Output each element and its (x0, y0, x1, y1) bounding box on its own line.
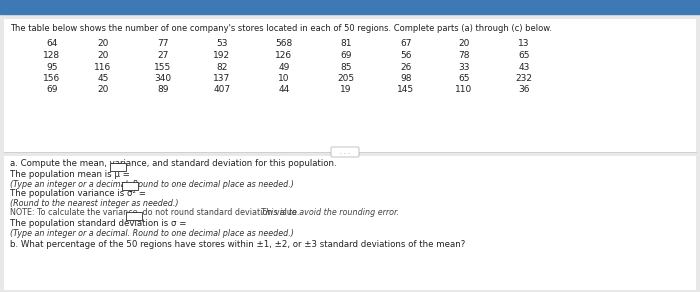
Text: The population standard deviation is σ =: The population standard deviation is σ = (10, 219, 186, 228)
Text: The table below shows the number of one company's stores located in each of 50 r: The table below shows the number of one … (10, 24, 552, 33)
FancyBboxPatch shape (331, 147, 359, 157)
Text: 69: 69 (46, 85, 57, 94)
Bar (0, 0, 700, 14)
Text: 89: 89 (158, 85, 169, 94)
Text: 13: 13 (518, 39, 530, 48)
Text: 192: 192 (214, 51, 230, 60)
Text: 110: 110 (456, 85, 472, 94)
Text: 19: 19 (340, 85, 351, 94)
Text: 53: 53 (216, 39, 228, 48)
Text: NOTE: To calculate the variance, do not round standard deviation value.: NOTE: To calculate the variance, do not … (10, 208, 302, 217)
Text: 78: 78 (458, 51, 470, 60)
Text: The population mean is μ =: The population mean is μ = (10, 170, 130, 179)
Text: 36: 36 (518, 85, 530, 94)
Text: 45: 45 (97, 74, 108, 83)
Text: 33: 33 (458, 63, 470, 72)
Text: 85: 85 (340, 63, 351, 72)
Text: 26: 26 (400, 63, 412, 72)
Text: (Type an integer or a decimal. Round to one decimal place as needed.): (Type an integer or a decimal. Round to … (10, 229, 294, 238)
Text: (Type an integer or a decimal. Round to one decimal place as needed.): (Type an integer or a decimal. Round to … (10, 180, 294, 189)
Text: b. What percentage of the 50 regions have stores within ±1, ±2, or ±3 standard d: b. What percentage of the 50 regions hav… (10, 240, 466, 249)
Text: (Round to the nearest integer as needed.): (Round to the nearest integer as needed.… (10, 199, 178, 208)
Text: 145: 145 (398, 85, 414, 94)
Bar (4, 156, 696, 290)
Text: 568: 568 (275, 39, 293, 48)
Bar (4, 19, 696, 152)
Text: 56: 56 (400, 51, 412, 60)
Text: 95: 95 (46, 63, 57, 72)
Text: 137: 137 (214, 74, 230, 83)
Text: 116: 116 (94, 63, 111, 72)
Text: 65: 65 (518, 51, 530, 60)
Text: 340: 340 (155, 74, 172, 83)
Bar (122, 182, 138, 190)
Text: 407: 407 (214, 85, 230, 94)
Text: 156: 156 (43, 74, 61, 83)
Text: 155: 155 (155, 63, 172, 72)
Bar (110, 163, 126, 171)
Text: 43: 43 (518, 63, 530, 72)
Text: 77: 77 (158, 39, 169, 48)
Text: 205: 205 (337, 74, 355, 83)
Text: 10: 10 (279, 74, 290, 83)
Text: 44: 44 (279, 85, 290, 94)
Text: 81: 81 (340, 39, 351, 48)
Text: 20: 20 (458, 39, 470, 48)
Text: 128: 128 (43, 51, 61, 60)
Text: 49: 49 (279, 63, 290, 72)
Text: 65: 65 (458, 74, 470, 83)
Bar (126, 212, 142, 220)
Text: a. Compute the mean, variance, and standard deviation for this population.: a. Compute the mean, variance, and stand… (10, 159, 337, 168)
Text: This is to avoid the rounding error.: This is to avoid the rounding error. (260, 208, 398, 217)
Text: 82: 82 (216, 63, 228, 72)
Text: 20: 20 (97, 85, 108, 94)
Text: 98: 98 (400, 74, 412, 83)
Text: 27: 27 (158, 51, 169, 60)
Text: 232: 232 (515, 74, 533, 83)
Text: 20: 20 (97, 39, 108, 48)
Text: . . .: . . . (340, 150, 350, 155)
Text: 69: 69 (340, 51, 351, 60)
Text: 67: 67 (400, 39, 412, 48)
Text: 20: 20 (97, 51, 108, 60)
Text: 64: 64 (46, 39, 57, 48)
Text: The population variance is σ² =: The population variance is σ² = (10, 189, 146, 198)
Text: 126: 126 (275, 51, 293, 60)
